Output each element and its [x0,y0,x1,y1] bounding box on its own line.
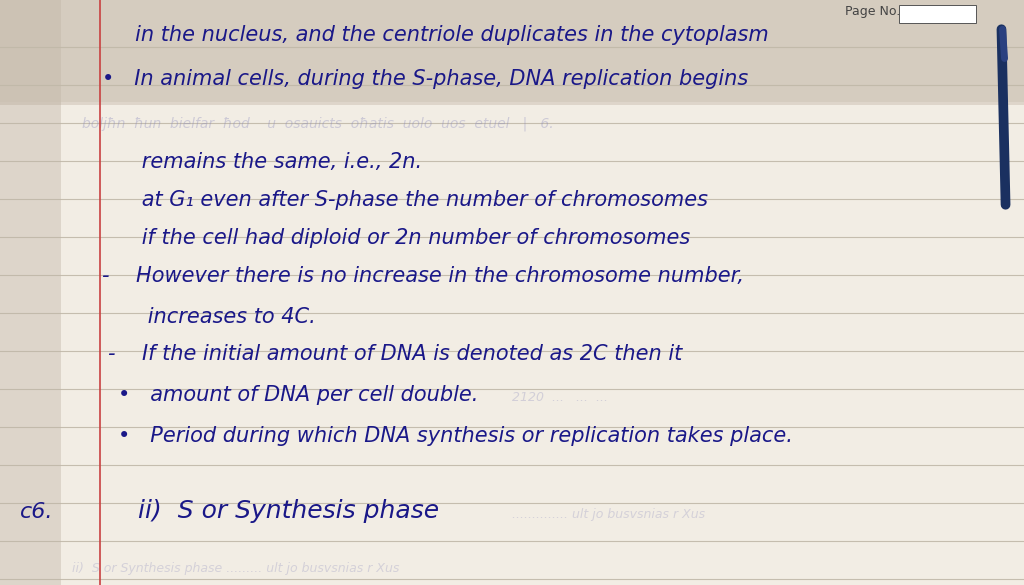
Text: 2120  ...   ...  ...: 2120 ... ... ... [512,391,608,404]
Text: •   amount of DNA per cell double.: • amount of DNA per cell double. [118,385,478,405]
Text: -    However there is no increase in the chromosome number,: - However there is no increase in the ch… [102,266,744,286]
Text: at G₁ even after S-phase the number of chromosomes: at G₁ even after S-phase the number of c… [102,190,709,210]
Text: in the nucleus, and the centriole duplicates in the cytoplasm: in the nucleus, and the centriole duplic… [102,25,769,45]
Bar [0,0,1024,102]
Text: ii)  S or Synthesis phase ......... ult jo busvsnias r Xus: ii) S or Synthesis phase ......... ult j… [72,562,399,575]
Text: boljħn  ħun  bielfar  ħod    u  osauicts  oħatis  uolo  uos  etuel   |   6.: boljħn ħun bielfar ħod u osauicts oħatis… [82,116,554,131]
Bar [899,5,976,23]
Text: ii)  S or Synthesis phase: ii) S or Synthesis phase [138,499,439,523]
Text: increases to 4C.: increases to 4C. [108,307,315,327]
Text: Page No.: Page No. [845,5,900,18]
Text: .............. ult jo busvsnias r Xus: .............. ult jo busvsnias r Xus [512,508,706,521]
Text: •   Period during which DNA synthesis or replication takes place.: • Period during which DNA synthesis or r… [118,426,793,446]
Text: c6.: c6. [20,502,54,522]
Bar [0,0,1024,105]
Text: if the cell had diploid or 2n number of chromosomes: if the cell had diploid or 2n number of … [102,228,690,248]
Text: •   In animal cells, during the S-phase, DNA replication begins: • In animal cells, during the S-phase, D… [102,69,749,89]
Text: remains the same, i.e., 2n.: remains the same, i.e., 2n. [102,152,423,172]
Text: -    If the initial amount of DNA is denoted as 2C then it: - If the initial amount of DNA is denote… [108,344,682,364]
Bar [0,0,61,585]
